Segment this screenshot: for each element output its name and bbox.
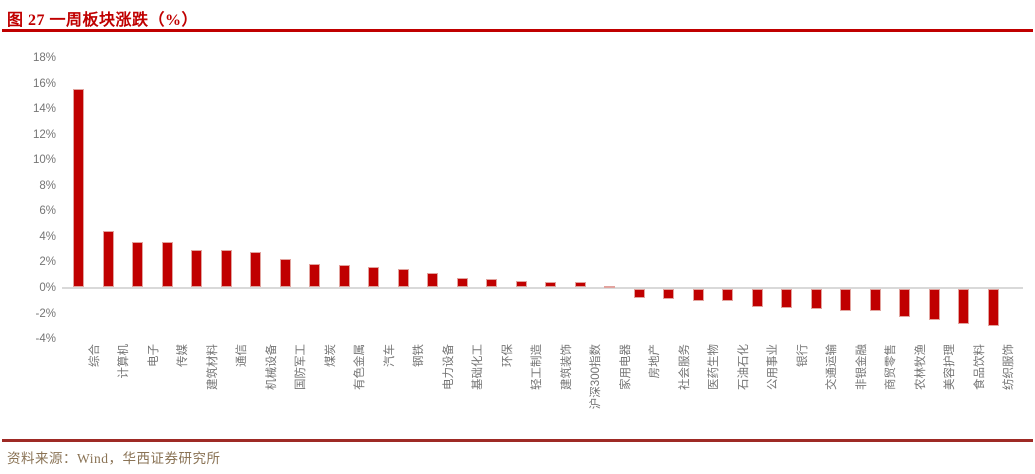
- bar-有色金属: [338, 265, 350, 287]
- x-axis-label: 商贸零售: [885, 344, 898, 390]
- bar-沪深300指数: [574, 281, 586, 287]
- figure-title: 图 27 一周板块涨跌（%）: [7, 12, 199, 29]
- bar-商贸零售: [869, 289, 881, 311]
- bar-钢铁: [397, 269, 409, 287]
- y-tick-label: 14%: [32, 103, 56, 116]
- bar-家用电器: [604, 285, 616, 288]
- bar-环保: [486, 279, 498, 287]
- x-axis-label: 轻工制造: [531, 344, 544, 390]
- bar-石油石化: [722, 289, 734, 301]
- x-axis-label: 汽车: [383, 344, 396, 367]
- bar-银行: [781, 289, 793, 309]
- title-divider-line: [2, 29, 1033, 32]
- x-axis-label: 医药生物: [708, 344, 721, 390]
- x-axis-label: 纺织服饰: [1003, 344, 1016, 390]
- x-axis-label: 钢铁: [413, 344, 426, 367]
- x-axis-label: 公用事业: [767, 344, 780, 390]
- bar-食品饮料: [958, 289, 970, 324]
- x-axis-label: 食品饮料: [973, 344, 986, 390]
- x-axis-label: 传媒: [177, 344, 190, 367]
- x-axis-label: 机械设备: [265, 344, 278, 390]
- x-axis-label: 建筑装饰: [560, 344, 573, 390]
- x-axis-label: 环保: [501, 344, 514, 367]
- y-tick-label: 0%: [39, 282, 56, 294]
- bar-非银金融: [840, 289, 852, 311]
- x-axis-label: 非银金融: [855, 344, 868, 390]
- bar-医药生物: [692, 289, 704, 301]
- x-axis-line: [62, 287, 1023, 289]
- bar-公用事业: [751, 289, 763, 307]
- x-axis-label: 社会服务: [678, 344, 691, 390]
- source-note: 资料来源：Wind，华西证券研究所: [7, 451, 221, 466]
- bar-计算机: [102, 230, 114, 287]
- x-axis-label: 综合: [88, 344, 101, 367]
- bar-电力设备: [427, 272, 439, 287]
- bar-建筑材料: [191, 249, 203, 287]
- y-tick-label: 4%: [39, 230, 56, 243]
- bar-农林牧渔: [899, 289, 911, 318]
- bar-煤炭: [309, 263, 321, 287]
- y-tick-label: 6%: [39, 205, 56, 218]
- bar-传媒: [161, 242, 173, 287]
- x-axis-label: 国防军工: [295, 344, 308, 390]
- bar-国防军工: [279, 258, 291, 287]
- x-axis-label: 电子: [147, 344, 160, 367]
- bar-电子: [132, 242, 144, 287]
- x-axis-label: 石油石化: [737, 344, 750, 390]
- bar-机械设备: [250, 252, 262, 287]
- x-axis-label: 电力设备: [442, 344, 455, 390]
- bar-交通运输: [810, 289, 822, 310]
- bar-通信: [220, 249, 232, 287]
- x-axis-label: 沪深300指数: [590, 344, 603, 410]
- bar-综合: [73, 88, 85, 287]
- x-axis-label: 煤炭: [324, 344, 337, 367]
- y-tick-label: 12%: [32, 128, 56, 141]
- x-axis-label: 计算机: [118, 344, 131, 379]
- y-tick-label: -2%: [35, 307, 56, 320]
- bar-基础化工: [456, 278, 468, 287]
- bar-社会服务: [663, 289, 675, 300]
- y-tick-label: 2%: [39, 256, 56, 269]
- x-axis-label: 美容护理: [944, 344, 957, 390]
- x-axis-label: 房地产: [649, 344, 662, 379]
- y-tick-label: 10%: [32, 154, 56, 167]
- bar-汽车: [368, 266, 380, 287]
- x-axis-label: 交通运输: [826, 344, 839, 390]
- x-axis-label: 基础化工: [472, 344, 485, 390]
- x-axis-label: 通信: [236, 344, 249, 367]
- x-axis-label: 家用电器: [619, 344, 632, 390]
- bar-建筑装饰: [545, 281, 557, 287]
- x-axis-label: 有色金属: [354, 344, 367, 390]
- y-tick-label: 16%: [32, 77, 56, 90]
- x-axis-label: 银行: [796, 344, 809, 367]
- y-tick-label: 8%: [39, 179, 56, 192]
- bar-美容护理: [928, 289, 940, 320]
- bar-房地产: [633, 289, 645, 298]
- bar-轻工制造: [515, 280, 527, 287]
- x-axis-label: 建筑材料: [206, 344, 219, 390]
- bar-纺织服饰: [987, 289, 999, 327]
- x-axis-label: 农林牧渔: [914, 344, 927, 390]
- y-tick-label: -4%: [35, 333, 56, 346]
- y-tick-label: 18%: [32, 51, 56, 64]
- footer-divider-line: [2, 439, 1033, 442]
